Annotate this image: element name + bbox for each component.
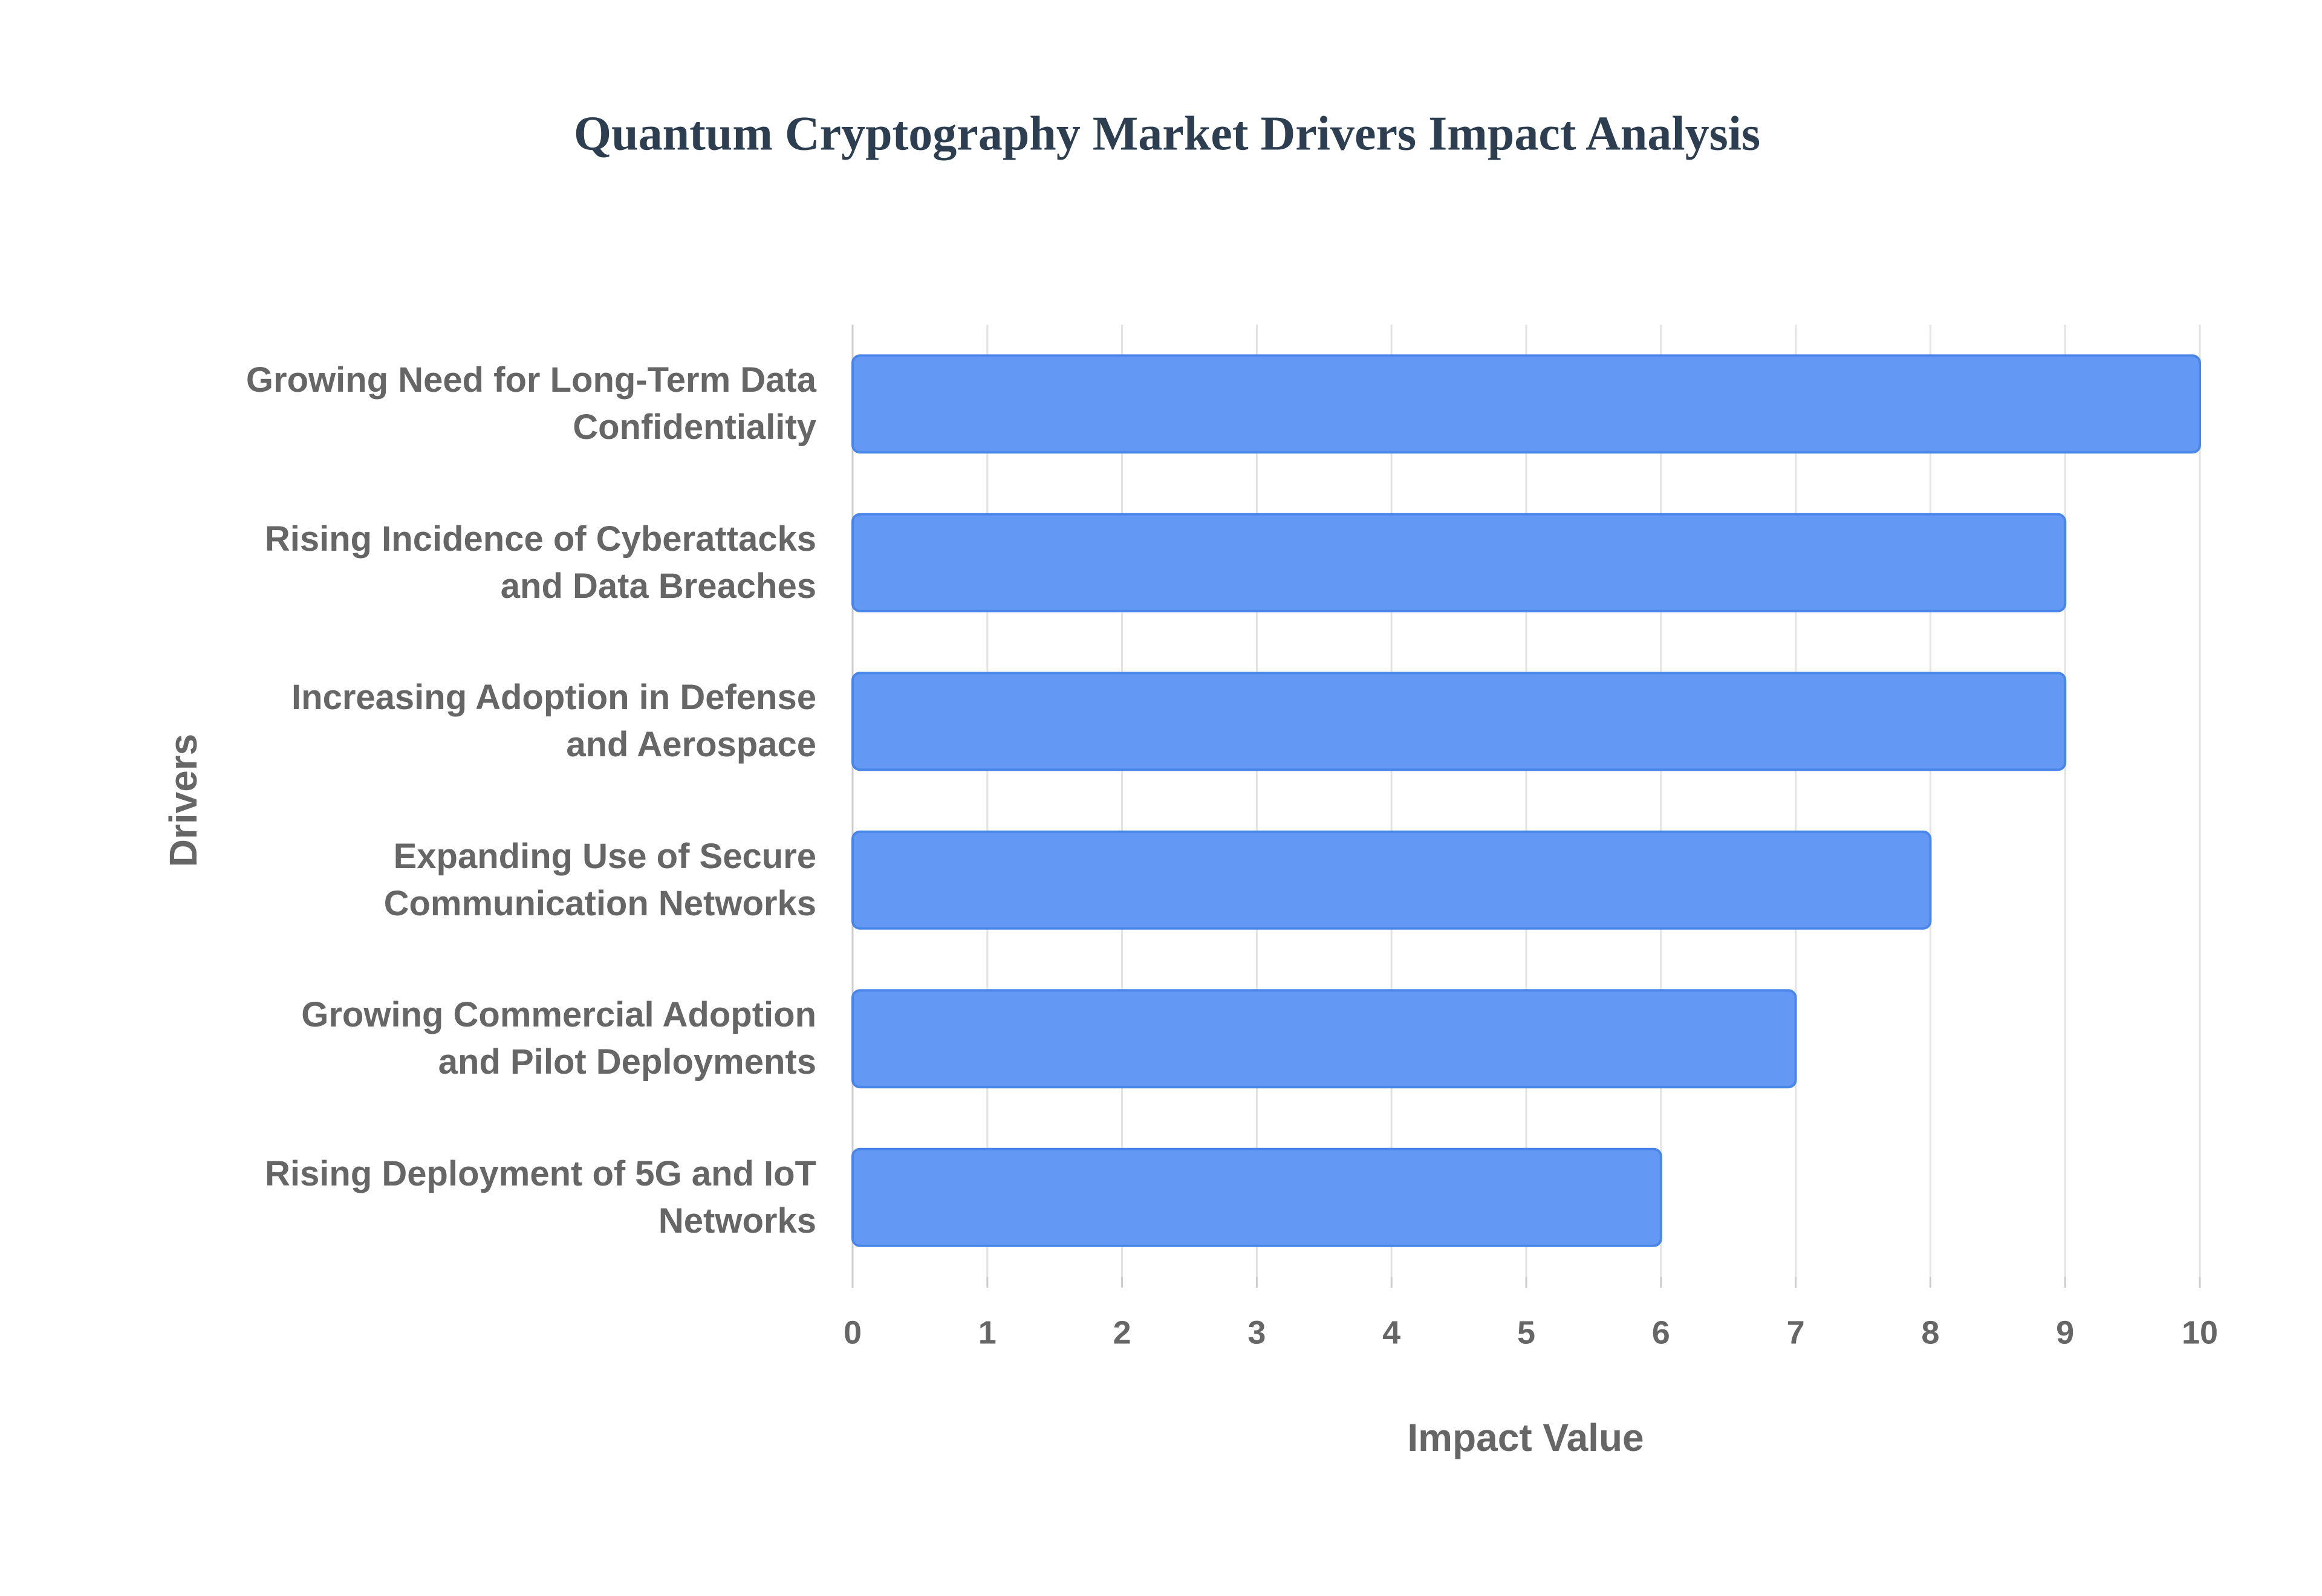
y-tick-label: Expanding Use of Secure Communication Ne… xyxy=(383,836,816,923)
x-tick-label: 6 xyxy=(1652,1314,1670,1351)
x-tick-label: 0 xyxy=(844,1314,862,1351)
y-tick-label: Rising Incidence of Cyberattacks and Dat… xyxy=(264,519,816,606)
chart-title: Quantum Cryptography Market Drivers Impa… xyxy=(574,107,1760,160)
x-tick-label: 4 xyxy=(1382,1314,1400,1351)
x-tick-label: 1 xyxy=(978,1314,997,1351)
y-tick-label: Growing Need for Long-Term Data Confiden… xyxy=(246,360,816,447)
x-tick-label: 2 xyxy=(1113,1314,1131,1351)
x-tick-label: 7 xyxy=(1787,1314,1805,1351)
x-tick-label: 10 xyxy=(2182,1314,2218,1351)
bar xyxy=(851,989,1797,1089)
x-tick-label: 8 xyxy=(1921,1314,1939,1351)
y-tick-label: Increasing Adoption in Defense and Aeros… xyxy=(291,678,816,765)
bar xyxy=(851,513,2067,612)
y-tick-label: Growing Commercial Adoption and Pilot De… xyxy=(301,995,816,1082)
x-axis-title: Impact Value xyxy=(1407,1416,1644,1459)
y-axis-title: Drivers xyxy=(161,734,205,868)
y-tick-label: Rising Deployment of 5G and IoT Networks xyxy=(265,1153,816,1241)
x-tick-label: 5 xyxy=(1517,1314,1535,1351)
bar xyxy=(851,1147,1662,1247)
x-tick-label: 9 xyxy=(2056,1314,2074,1351)
bar xyxy=(851,830,1932,930)
bar xyxy=(851,672,2067,771)
x-tick-label: 3 xyxy=(1247,1314,1266,1351)
bar xyxy=(851,354,2201,454)
